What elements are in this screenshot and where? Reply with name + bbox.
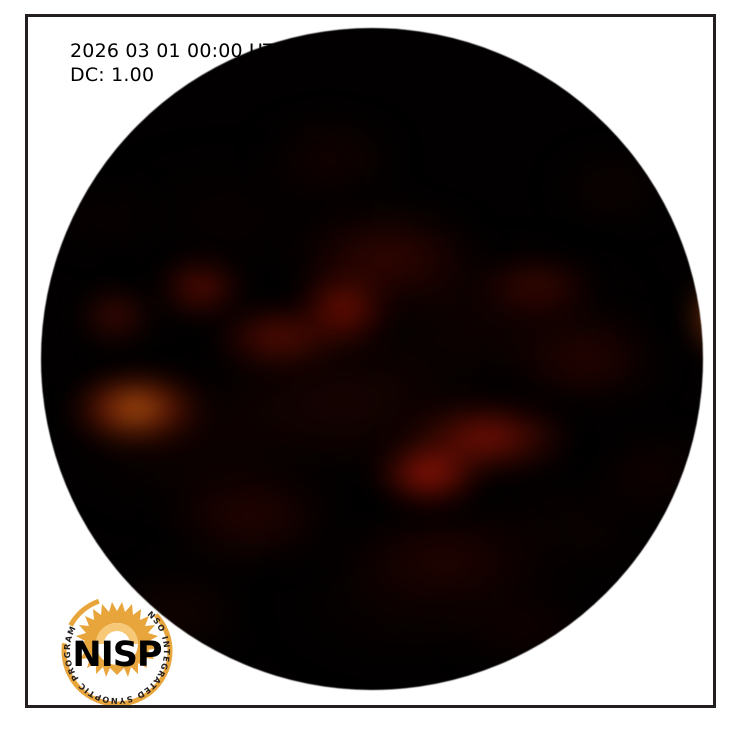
- timestamp-label: 2026 03 01 00:00 UT: [70, 40, 275, 62]
- solar-disk: [41, 28, 703, 690]
- solar-disk-container: [28, 17, 713, 705]
- duty-cycle-label: DC: 1.00: [70, 64, 155, 86]
- svg-text:NISP: NISP: [72, 635, 162, 675]
- logo-sun-icon: [76, 602, 158, 677]
- annotation-block: 2026 03 01 00:00 UT DC: 1.00: [70, 39, 275, 87]
- disk-limb-darkening-layer: [41, 28, 703, 690]
- logo-wordmark: NISP: [72, 635, 163, 675]
- logo-ring: [61, 595, 173, 705]
- nisp-logo: NSO INTEGRATED SYNOPTIC PROGRAM NISP: [55, 589, 179, 705]
- plot-frame: 2026 03 01 00:00 UT DC: 1.00: [25, 14, 716, 708]
